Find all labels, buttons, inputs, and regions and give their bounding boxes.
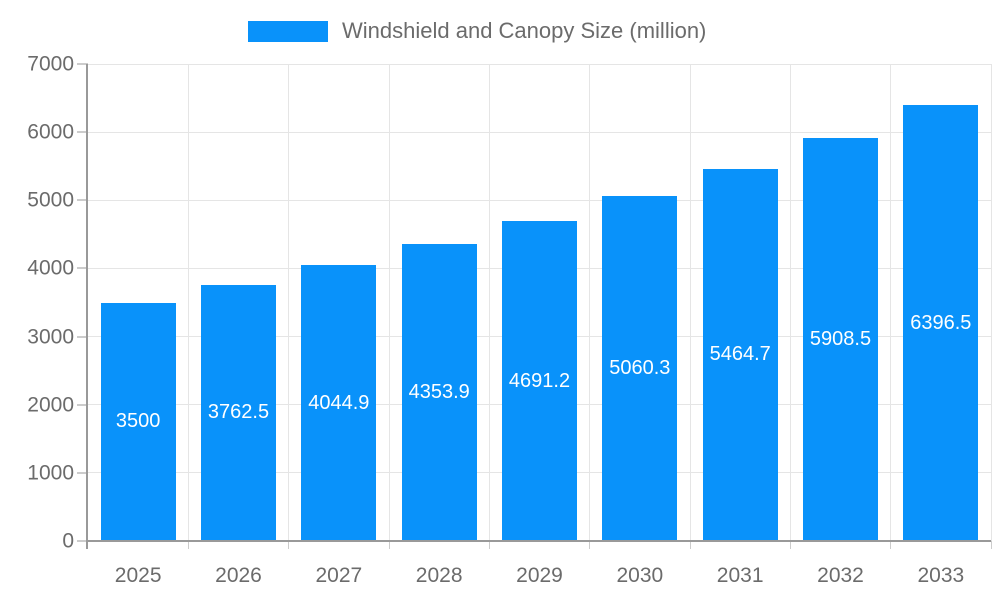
bar[interactable] bbox=[100, 302, 176, 540]
legend[interactable]: Windshield and Canopy Size (million) bbox=[0, 0, 1000, 52]
bar-value-label: 5464.7 bbox=[709, 343, 771, 366]
bar-value-label: 4691.2 bbox=[508, 369, 571, 392]
x-tick-mark bbox=[789, 541, 791, 549]
x-tick-mark bbox=[589, 541, 591, 549]
y-axis-line bbox=[86, 64, 88, 549]
y-axis-tick-label: 7000 bbox=[27, 52, 74, 76]
bar-value-label: 3500 bbox=[115, 410, 161, 433]
bar[interactable] bbox=[702, 168, 778, 540]
x-axis-tick-label: 2030 bbox=[616, 564, 664, 587]
bar-value-label: 3762.5 bbox=[207, 401, 270, 424]
y-axis-tick-label: 0 bbox=[62, 529, 74, 553]
bar-value-label: 4044.9 bbox=[308, 391, 370, 414]
gridline-v bbox=[890, 64, 892, 541]
bar[interactable] bbox=[301, 265, 377, 540]
bar[interactable] bbox=[602, 196, 678, 540]
gridline-v bbox=[288, 64, 290, 541]
y-tick-mark bbox=[77, 131, 88, 134]
x-axis-tick-label: 2028 bbox=[415, 564, 463, 587]
gridline-v bbox=[589, 64, 591, 541]
y-tick-mark bbox=[77, 471, 88, 474]
gridline-v bbox=[388, 64, 390, 541]
bar-value-label: 6396.5 bbox=[910, 311, 972, 334]
x-tick-mark bbox=[187, 541, 189, 549]
bar[interactable] bbox=[201, 284, 276, 540]
y-axis-tick-label: 6000 bbox=[27, 120, 74, 144]
x-axis-tick-label: 2027 bbox=[315, 564, 363, 587]
x-tick-mark bbox=[288, 541, 290, 549]
x-axis-tick-label: 2025 bbox=[114, 564, 162, 587]
y-axis-tick-label: 3000 bbox=[27, 325, 74, 349]
x-axis-tick-label: 2032 bbox=[817, 564, 864, 587]
bar[interactable] bbox=[502, 221, 577, 540]
bar-value-label: 5908.5 bbox=[809, 328, 872, 351]
gridline-h bbox=[88, 131, 991, 133]
legend-label[interactable]: Windshield and Canopy Size (million) bbox=[342, 18, 707, 43]
x-axis-tick-label: 2029 bbox=[516, 564, 563, 587]
x-axis-tick-label: 2031 bbox=[716, 564, 764, 587]
bar[interactable] bbox=[803, 138, 878, 540]
x-axis-tick-label: 2026 bbox=[215, 564, 262, 587]
x-axis-line bbox=[88, 540, 991, 542]
legend-swatch-icon[interactable] bbox=[248, 21, 328, 42]
bar[interactable] bbox=[401, 244, 477, 540]
x-tick-mark bbox=[689, 541, 691, 549]
y-tick-mark bbox=[77, 335, 88, 338]
y-tick-mark bbox=[77, 267, 88, 270]
bar[interactable] bbox=[903, 105, 979, 540]
y-tick-mark bbox=[77, 63, 88, 65]
x-tick-mark bbox=[890, 541, 892, 549]
gridline-v bbox=[689, 64, 691, 541]
y-axis-tick-label: 4000 bbox=[27, 256, 74, 280]
x-tick-mark bbox=[388, 541, 390, 549]
gridline-v bbox=[990, 64, 992, 541]
gridline-h bbox=[88, 63, 991, 65]
gridline-h bbox=[88, 199, 991, 201]
x-tick-mark bbox=[990, 541, 992, 549]
x-tick-mark bbox=[488, 541, 490, 549]
y-axis-tick-label: 1000 bbox=[27, 461, 74, 485]
gridline-v bbox=[488, 64, 490, 541]
x-axis-tick-label: 2033 bbox=[917, 564, 965, 587]
y-tick-mark bbox=[77, 540, 88, 542]
gridline-v bbox=[187, 64, 189, 541]
y-axis-tick-label: 5000 bbox=[27, 188, 74, 212]
gridline-v bbox=[789, 64, 791, 541]
bar-value-label: 5060.3 bbox=[609, 357, 671, 380]
y-tick-mark bbox=[77, 403, 88, 406]
bar-value-label: 4353.9 bbox=[408, 381, 470, 404]
y-tick-mark bbox=[77, 199, 88, 202]
y-axis-tick-label: 2000 bbox=[27, 393, 74, 417]
